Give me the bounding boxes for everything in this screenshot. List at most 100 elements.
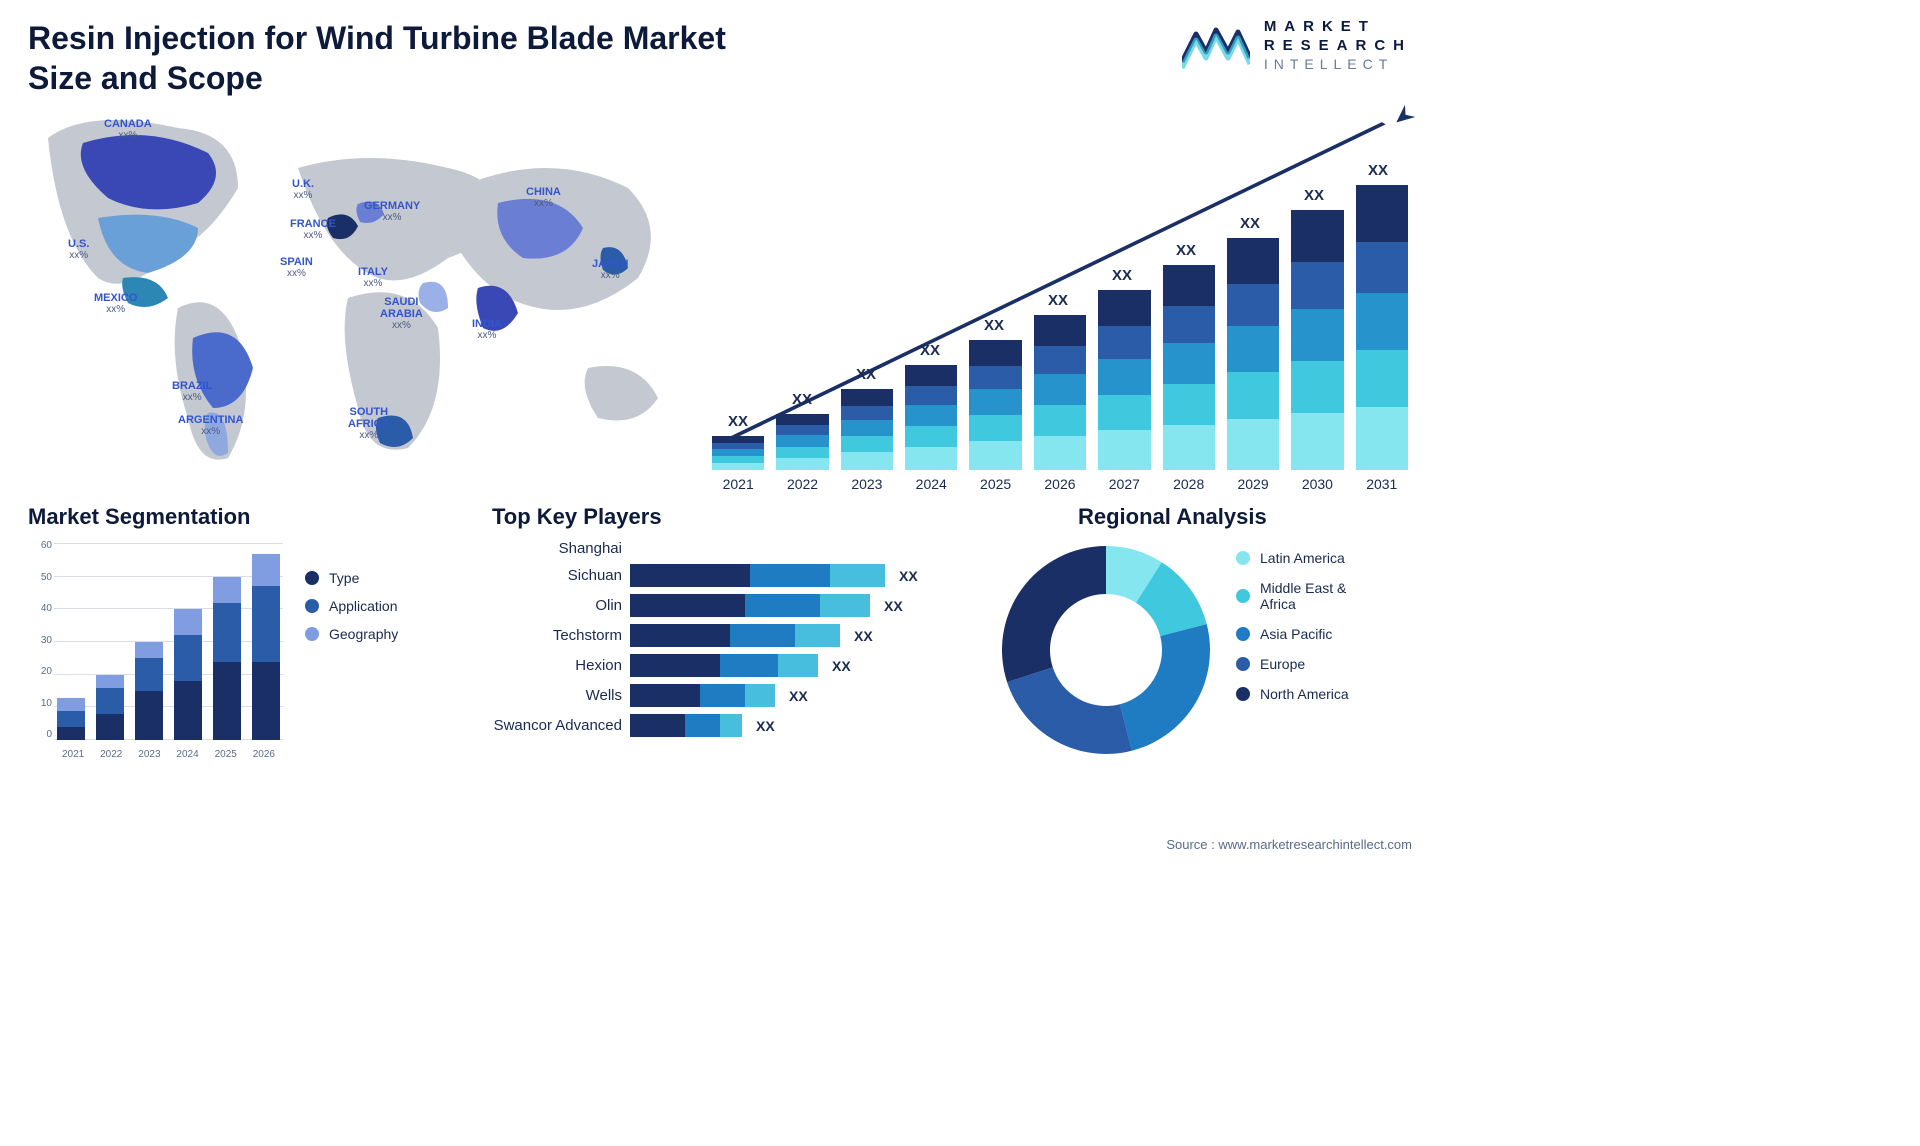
key-player-name: Sichuan [492,567,622,584]
legend-item: Latin America [1236,550,1349,566]
growth-bar-label: XX [1048,292,1068,309]
arrowhead-icon [1392,104,1416,128]
key-player-row: TechstormXX [492,624,972,647]
key-player-name: Wells [492,687,622,704]
map-label: BRAZILxx% [172,380,212,403]
growth-bar [1227,238,1279,470]
map-label: ARGENTINAxx% [178,414,243,437]
segmentation-year-label: 2021 [62,749,84,760]
segmentation-title: Market Segmentation [28,504,468,530]
growth-bar [1098,290,1150,470]
segmentation-year-label: 2026 [253,749,275,760]
map-label: SAUDIARABIAxx% [380,296,423,331]
regional-legend: Latin AmericaMiddle East &AfricaAsia Pac… [1236,540,1349,702]
legend-item: Europe [1236,656,1349,672]
legend-item: North America [1236,686,1349,702]
map-label: INDIAxx% [472,318,502,341]
key-player-row: Hexion XX [492,654,972,677]
legend-item: Type [305,570,398,586]
growth-bar-label: XX [1176,242,1196,259]
segmentation-bar [252,554,280,740]
growth-year-label: 2024 [905,476,957,492]
growth-bar-label: XX [1368,162,1388,179]
key-players-title: Top Key Players [492,504,972,530]
key-player-name: Swancor Advanced [492,717,622,734]
segmentation-bar [57,698,85,740]
growth-bar [1163,265,1215,470]
growth-bar-label: XX [728,413,748,430]
key-player-row: Swancor Advanced XX [492,714,972,737]
growth-bar [969,340,1021,470]
legend-item: Geography [305,626,398,642]
segmentation-bar [213,577,241,740]
brand-mark-icon [1182,22,1250,70]
key-player-bar [630,594,870,617]
growth-bar-label: XX [792,391,812,408]
key-player-name: Olin [492,597,622,614]
regional-section: Regional Analysis Latin America Middle Ea… [996,504,1349,760]
key-players-chart: ShanghaiSichuanXXOlinXXTechstormXXHexion… [492,540,972,737]
source-text: Source : www.marketresearchintellect.com [1166,837,1412,852]
map-region: CANADAxx%U.S.xx%MEXICOxx%BRAZILxx%ARGENT… [28,108,678,488]
growth-year-label: 2030 [1291,476,1343,492]
brand-logo: MARKET RESEARCH INTELLECT [1182,18,1412,73]
brand-line2: RESEARCH [1264,37,1412,56]
map-label: MEXICOxx% [94,292,137,315]
map-label: FRANCExx% [290,218,336,241]
key-player-row: Wells XX [492,684,972,707]
page-title: Resin Injection for Wind Turbine Blade M… [28,18,788,98]
map-label: U.K.xx% [292,178,314,201]
growth-bar-label: XX [1304,187,1324,204]
growth-year-label: 2028 [1163,476,1215,492]
segmentation-section: Market Segmentation 6050403020100 202120… [28,504,468,760]
key-player-bar [630,654,818,677]
key-player-value: XX [832,658,851,674]
key-player-row: Sichuan XX [492,564,972,587]
donut-slice [1002,546,1106,682]
donut-slice [1120,624,1210,751]
donut-slice [1007,667,1132,754]
segmentation-year-label: 2025 [215,749,237,760]
key-player-value: XX [854,628,873,644]
growth-bar-label: XX [984,317,1004,334]
growth-year-label: 2031 [1356,476,1408,492]
key-player-name: Shanghai [492,540,622,557]
growth-bar [905,365,957,470]
segmentation-bar [135,642,163,740]
key-player-value: XX [884,598,903,614]
key-player-value: XX [899,568,918,584]
map-label: JAPANxx% [592,258,628,281]
regional-donut-chart [996,540,1216,760]
key-player-value: XX [789,688,808,704]
key-player-value: XX [756,718,775,734]
map-label: SOUTHAFRICAxx% [348,406,390,441]
growth-chart: 2021202220232024202520262027202820292030… [708,108,1412,488]
map-label: ITALYxx% [358,266,388,289]
growth-bar [1356,185,1408,470]
growth-bar-label: XX [856,366,876,383]
key-players-section: Top Key Players ShanghaiSichuanXXOlinXXT… [492,504,972,760]
key-player-name: Hexion [492,657,622,674]
key-player-bar [630,624,840,647]
legend-item: Middle East &Africa [1236,580,1349,612]
segmentation-chart: 6050403020100 202120222023202420252026 [28,540,283,760]
regional-title: Regional Analysis [996,504,1349,530]
growth-year-label: 2022 [776,476,828,492]
map-label: SPAINxx% [280,256,313,279]
segmentation-bar [174,609,202,740]
growth-bar [776,414,828,470]
map-label: CHINAxx% [526,186,561,209]
growth-year-label: 2029 [1227,476,1279,492]
brand-line3: INTELLECT [1264,56,1412,74]
segmentation-bar [96,675,124,740]
growth-bar [1034,315,1086,470]
growth-bar [841,389,893,470]
growth-year-label: 2023 [841,476,893,492]
growth-bar-label: XX [1240,215,1260,232]
segmentation-year-label: 2023 [138,749,160,760]
growth-year-label: 2026 [1034,476,1086,492]
segmentation-legend: Type Application Geography [305,540,398,760]
growth-year-label: 2025 [969,476,1021,492]
growth-bar [1291,210,1343,470]
legend-item: Application [305,598,398,614]
